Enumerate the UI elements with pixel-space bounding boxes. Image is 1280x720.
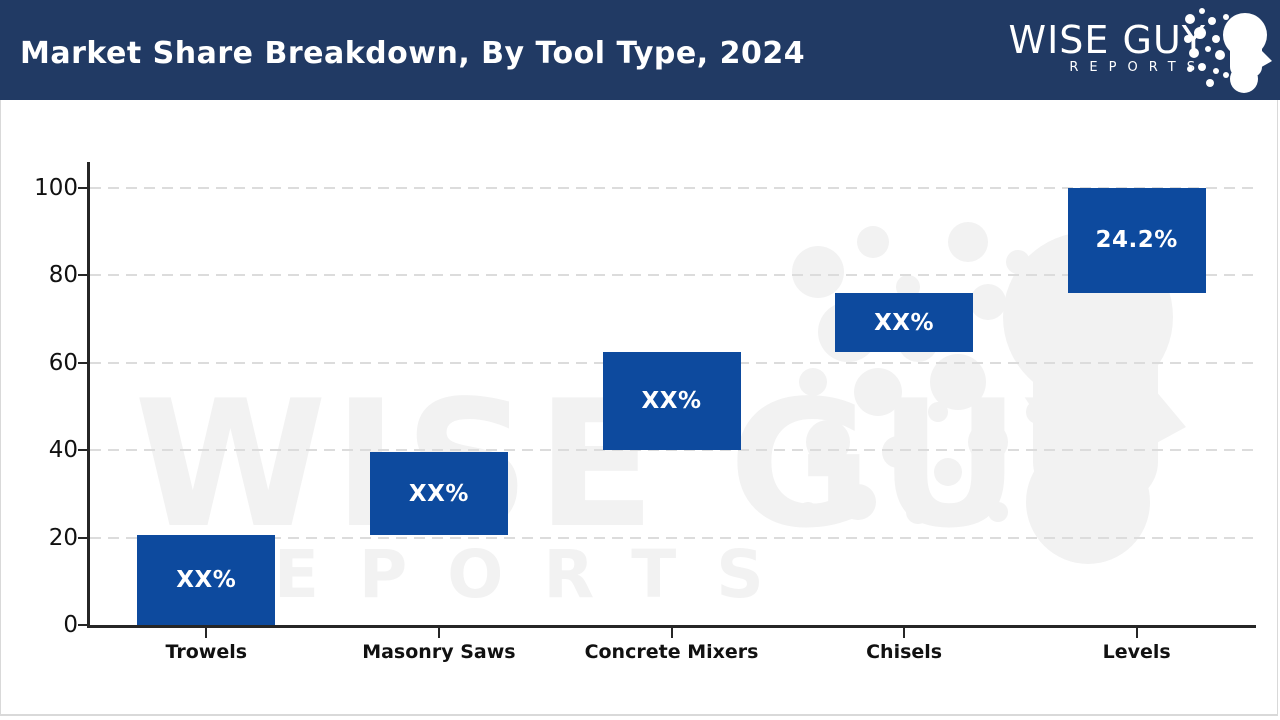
chart-title: Market Share Breakdown, By Tool Type, 20… xyxy=(20,36,806,71)
logo-wordmark: WISE GUY REPORTS xyxy=(1009,21,1206,75)
y-tick-mark xyxy=(78,274,89,276)
y-tick-label: 40 xyxy=(48,437,78,463)
logo-secondary-text: REPORTS xyxy=(1069,60,1206,75)
logo-primary-text: WISE GUY xyxy=(1008,18,1206,62)
y-tick-mark xyxy=(78,361,89,364)
bar-value-label: XX% xyxy=(641,388,702,415)
bar-value-label: XX% xyxy=(874,309,935,336)
y-tick-label: 0 xyxy=(63,612,78,638)
gridline-20 xyxy=(90,536,1253,539)
y-tick-label: 80 xyxy=(48,262,78,288)
gridline-80 xyxy=(90,274,1253,276)
x-tick-mark xyxy=(903,628,906,638)
x-tick-mark xyxy=(1135,628,1138,638)
y-tick-label: 100 xyxy=(34,174,78,201)
y-tick-mark xyxy=(78,536,89,539)
bar-value-label: XX% xyxy=(408,480,469,507)
x-axis xyxy=(87,625,1256,628)
x-tick-mark xyxy=(670,628,673,638)
logo-head-icon xyxy=(1184,8,1272,93)
y-tick-mark xyxy=(78,186,89,189)
y-tick-mark xyxy=(78,449,89,451)
x-category-label-masonry-saws: Masonry Saws xyxy=(362,641,516,663)
x-category-label-concrete-mixers: Concrete Mixers xyxy=(584,641,759,663)
x-category-label-levels: Levels xyxy=(1102,641,1171,663)
bar-levels: 24.2% xyxy=(1067,187,1206,294)
y-tick-label: 60 xyxy=(48,349,78,376)
y-tick-label: 20 xyxy=(48,524,78,551)
bar-chisels: XX% xyxy=(835,293,974,353)
gridline-40 xyxy=(90,449,1253,451)
header-bar: Market Share Breakdown, By Tool Type, 20… xyxy=(0,0,1280,100)
bar-trowels: XX% xyxy=(137,535,276,625)
watermark-subtext: REPORTS xyxy=(183,536,804,613)
bar-value-label: 24.2% xyxy=(1095,227,1178,254)
x-category-label-trowels: Trowels xyxy=(165,641,248,663)
gridline-100 xyxy=(90,186,1253,189)
y-tick-mark xyxy=(78,624,89,626)
bar-value-label: XX% xyxy=(176,567,237,594)
x-tick-mark xyxy=(437,628,440,638)
bar-masonry-saws: XX% xyxy=(369,452,508,536)
bar-concrete-mixers: XX% xyxy=(602,352,741,450)
y-axis xyxy=(87,162,90,628)
x-tick-mark xyxy=(205,628,208,638)
x-category-label-chisels: Chisels xyxy=(866,641,943,663)
